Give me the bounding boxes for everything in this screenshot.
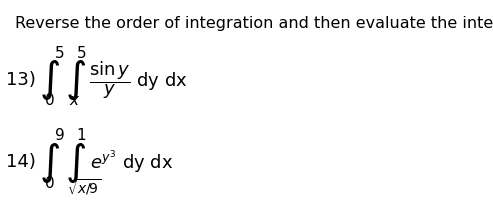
Text: $x$: $x$ bbox=[69, 93, 80, 108]
Text: $5$: $5$ bbox=[75, 45, 86, 61]
Text: $e^{y^3}$ dy dx: $e^{y^3}$ dy dx bbox=[90, 148, 173, 176]
Text: $\int$: $\int$ bbox=[65, 140, 86, 185]
Text: Reverse the order of integration and then evaluate the integral.: Reverse the order of integration and the… bbox=[15, 16, 493, 31]
Text: $5$: $5$ bbox=[54, 45, 65, 61]
Text: 13): 13) bbox=[6, 71, 35, 89]
Text: $\int$: $\int$ bbox=[39, 140, 60, 185]
Text: $\int$: $\int$ bbox=[39, 57, 60, 102]
Text: 14): 14) bbox=[6, 153, 35, 171]
Text: $0$: $0$ bbox=[44, 175, 55, 191]
Text: $0$: $0$ bbox=[44, 92, 55, 108]
Text: $\dfrac{\sin y}{y}$ dy dx: $\dfrac{\sin y}{y}$ dy dx bbox=[89, 59, 187, 101]
Text: $\sqrt{x/9}$: $\sqrt{x/9}$ bbox=[67, 177, 102, 197]
Text: $9$: $9$ bbox=[54, 127, 65, 143]
Text: $\int$: $\int$ bbox=[65, 57, 86, 102]
Text: $1$: $1$ bbox=[75, 127, 86, 143]
